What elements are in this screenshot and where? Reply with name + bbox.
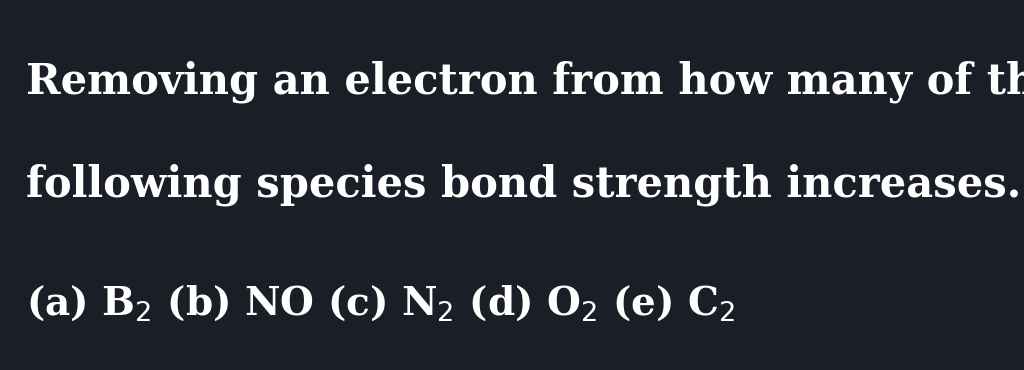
Text: Removing an electron from how many of the: Removing an electron from how many of th… (26, 60, 1024, 102)
Text: (a) B$_2$ (b) NO (c) N$_2$ (d) O$_2$ (e) C$_2$: (a) B$_2$ (b) NO (c) N$_2$ (d) O$_2$ (e)… (26, 283, 735, 323)
Text: following species bond strength increases.: following species bond strength increase… (26, 164, 1021, 206)
